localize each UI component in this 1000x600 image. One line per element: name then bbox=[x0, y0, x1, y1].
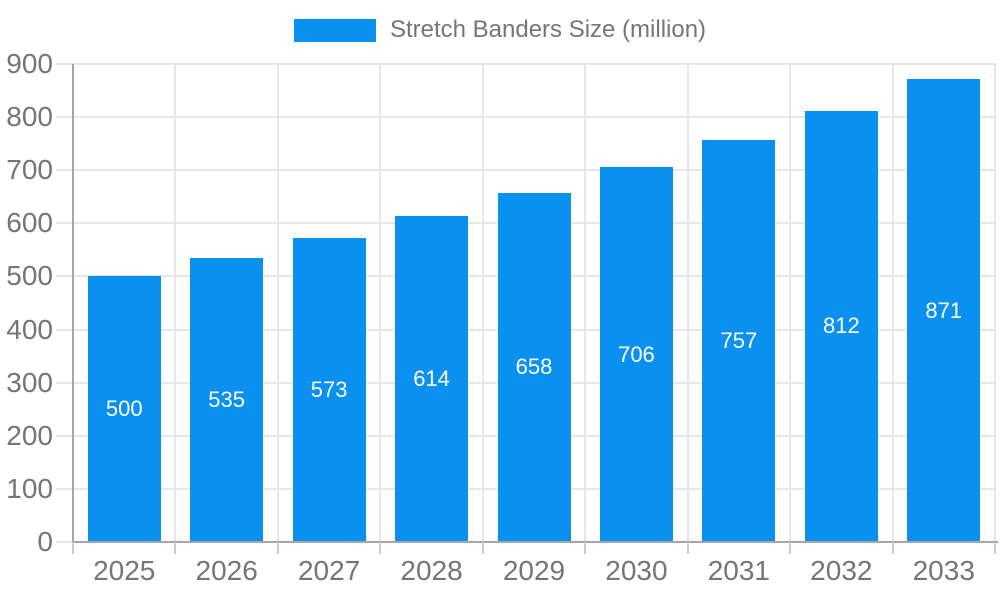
y-axis-label: 700 bbox=[6, 154, 53, 186]
x-gridline bbox=[994, 64, 996, 542]
x-axis-label: 2033 bbox=[912, 555, 975, 586]
x-gridline bbox=[891, 64, 894, 542]
y-axis-label: 900 bbox=[6, 48, 53, 79]
bar-2032[interactable] bbox=[804, 110, 878, 542]
x-tick-mark bbox=[481, 542, 484, 554]
y-axis-label: 400 bbox=[6, 313, 53, 345]
bar-2026[interactable] bbox=[190, 257, 264, 542]
x-gridline bbox=[276, 64, 279, 542]
x-gridline bbox=[379, 64, 382, 542]
x-axis-label: 2028 bbox=[400, 555, 463, 586]
bar-2028[interactable] bbox=[395, 215, 469, 542]
x-tick-mark bbox=[379, 542, 382, 554]
y-axis-label: 100 bbox=[6, 472, 53, 504]
x-tick-mark bbox=[789, 542, 792, 554]
x-tick-mark bbox=[584, 542, 587, 554]
x-tick-mark bbox=[686, 542, 689, 554]
y-gridline bbox=[56, 63, 995, 65]
bar-2031[interactable] bbox=[702, 139, 776, 542]
y-axis-label: 300 bbox=[6, 366, 53, 398]
bar-value-label: 706 bbox=[618, 341, 655, 367]
y-axis-label: 500 bbox=[6, 260, 53, 292]
y-tick-mark bbox=[56, 541, 73, 543]
legend-item[interactable]: Stretch Banders Size (million) bbox=[0, 18, 1000, 42]
x-gridline bbox=[789, 64, 792, 542]
x-axis-label: 2027 bbox=[297, 555, 361, 586]
bar-value-label: 812 bbox=[822, 313, 860, 339]
x-tick-mark bbox=[994, 542, 996, 554]
bar-value-label: 658 bbox=[515, 354, 553, 380]
y-gridline bbox=[56, 169, 995, 172]
x-axis-label: 2025 bbox=[93, 555, 156, 586]
bar-2027[interactable] bbox=[292, 237, 366, 542]
x-tick-mark bbox=[72, 542, 74, 554]
y-axis-label: 200 bbox=[6, 419, 53, 451]
x-tick-mark bbox=[276, 542, 279, 554]
x-gridline bbox=[481, 64, 484, 542]
x-gridline bbox=[686, 64, 689, 542]
x-tick-mark bbox=[174, 542, 177, 554]
x-axis-label: 2026 bbox=[195, 555, 258, 586]
bar-2033[interactable] bbox=[907, 79, 981, 542]
bar-value-label: 757 bbox=[720, 327, 758, 353]
bar-value-label: 573 bbox=[310, 376, 348, 402]
y-axis-line bbox=[72, 64, 74, 542]
x-tick-mark bbox=[891, 542, 894, 554]
y-axis-label: 600 bbox=[6, 207, 53, 239]
x-axis-label: 2031 bbox=[707, 555, 771, 586]
x-gridline bbox=[174, 64, 177, 542]
bar-value-label: 614 bbox=[413, 365, 450, 391]
x-axis-line bbox=[72, 541, 998, 543]
legend-swatch-icon bbox=[293, 18, 376, 42]
legend-label: Stretch Banders Size (million) bbox=[389, 16, 707, 43]
y-gridline bbox=[56, 116, 995, 119]
bar-value-label: 871 bbox=[925, 297, 963, 323]
bar-value-label: 535 bbox=[208, 386, 246, 412]
x-axis-label: 2030 bbox=[605, 555, 668, 586]
y-axis-label: 0 bbox=[37, 526, 53, 557]
bar-2029[interactable] bbox=[497, 192, 571, 542]
bar-value-label: 500 bbox=[105, 396, 143, 422]
bar-2025[interactable] bbox=[87, 276, 161, 542]
x-gridline bbox=[584, 64, 587, 542]
bar-2030[interactable] bbox=[599, 167, 673, 542]
y-axis-label: 800 bbox=[6, 101, 53, 133]
x-axis-label: 2032 bbox=[810, 555, 873, 586]
x-axis-label: 2029 bbox=[502, 555, 566, 586]
